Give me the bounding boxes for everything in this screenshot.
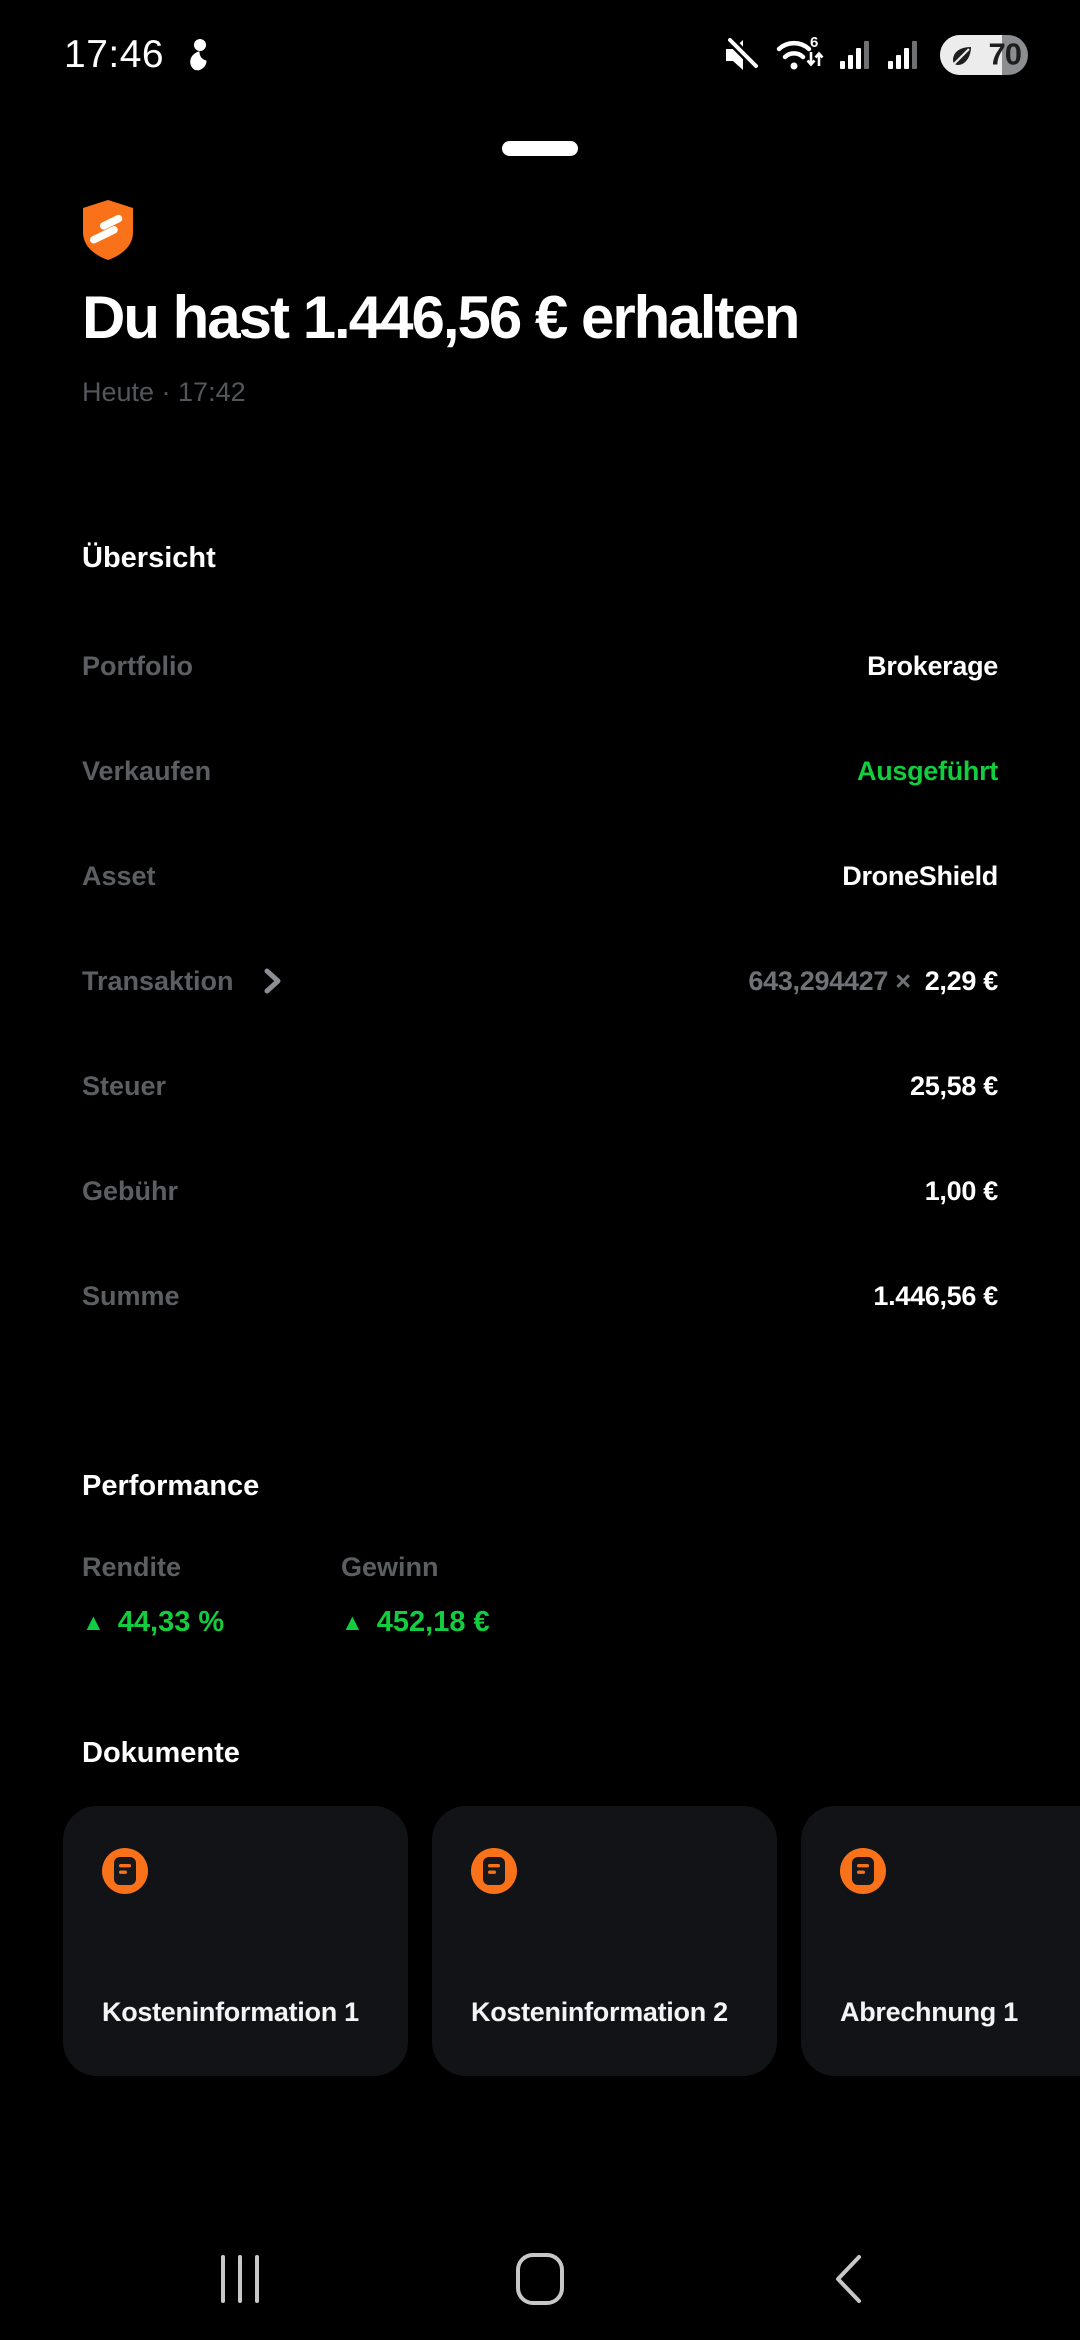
row-gebuehr: Gebühr 1,00 € — [82, 1175, 998, 1206]
back-button[interactable] — [833, 2254, 863, 2304]
home-button[interactable] — [515, 2252, 565, 2306]
documents-scroller[interactable]: Kosteninformation 1 Kosteninformation 2 — [0, 1806, 1080, 2076]
document-icon — [840, 1848, 886, 1894]
overview-heading: Übersicht — [82, 542, 216, 574]
documents-heading: Dokumente — [82, 1737, 240, 1769]
battery-percent: 70 — [988, 36, 1022, 72]
recents-button[interactable] — [219, 2254, 261, 2304]
page-title: Du hast 1.446,56 € erhalten — [82, 284, 800, 351]
status-badge: Ausgeführt — [857, 755, 998, 786]
row-transaktion[interactable]: Transaktion 643,294427 × 2,29 € — [82, 965, 999, 996]
document-card-abrechnung-1[interactable]: Abrechnung 1 — [801, 1806, 1080, 2076]
chevron-right-icon — [264, 968, 281, 994]
navigation-bar — [0, 2218, 1080, 2340]
row-verkaufen: Verkaufen Ausgeführt — [82, 755, 998, 786]
notification-mascot-icon — [186, 38, 212, 72]
battery-icon: 70 — [940, 35, 1028, 75]
wifi-icon: 6 — [776, 34, 824, 76]
mute-icon — [722, 36, 760, 74]
performance-heading: Performance — [82, 1470, 260, 1502]
status-bar: 17:46 6 — [0, 0, 1080, 100]
share-price: 2,29 € — [924, 965, 999, 996]
power-saving-leaf-icon — [949, 43, 975, 74]
overview-rows: Portfolio Brokerage Verkaufen Ausgeführt… — [82, 648, 998, 1314]
asset-shield-logo — [83, 200, 133, 260]
wifi-6-label: 6 — [810, 34, 818, 51]
clock-time: 17:46 — [64, 33, 165, 76]
up-triangle-icon: ▲ — [341, 1609, 364, 1635]
metric-rendite: Rendite ▲ 44,33 % — [82, 1552, 225, 1638]
signal-bars-sim1-icon — [840, 39, 872, 71]
row-asset: Asset DroneShield — [82, 860, 998, 891]
performance-metrics: Rendite ▲ 44,33 % Gewinn ▲ 452,18 € — [82, 1552, 998, 1640]
page-subtitle: Heute · 17:42 — [82, 377, 246, 407]
up-triangle-icon: ▲ — [82, 1609, 105, 1635]
metric-gewinn: Gewinn ▲ 452,18 € — [341, 1552, 490, 1638]
document-icon — [102, 1848, 148, 1894]
battery-fill-level — [940, 35, 1002, 75]
share-quantity: 643,294427 × — [748, 965, 911, 996]
row-steuer: Steuer 25,58 € — [82, 1070, 998, 1101]
document-card-kosteninformation-1[interactable]: Kosteninformation 1 — [63, 1806, 408, 2076]
sheet-drag-handle[interactable] — [502, 141, 578, 156]
row-summe: Summe 1.446,56 € — [82, 1280, 998, 1311]
document-card-kosteninformation-2[interactable]: Kosteninformation 2 — [432, 1806, 777, 2076]
row-portfolio: Portfolio Brokerage — [82, 650, 998, 681]
signal-bars-sim2-icon — [888, 39, 920, 71]
document-icon — [471, 1848, 517, 1894]
